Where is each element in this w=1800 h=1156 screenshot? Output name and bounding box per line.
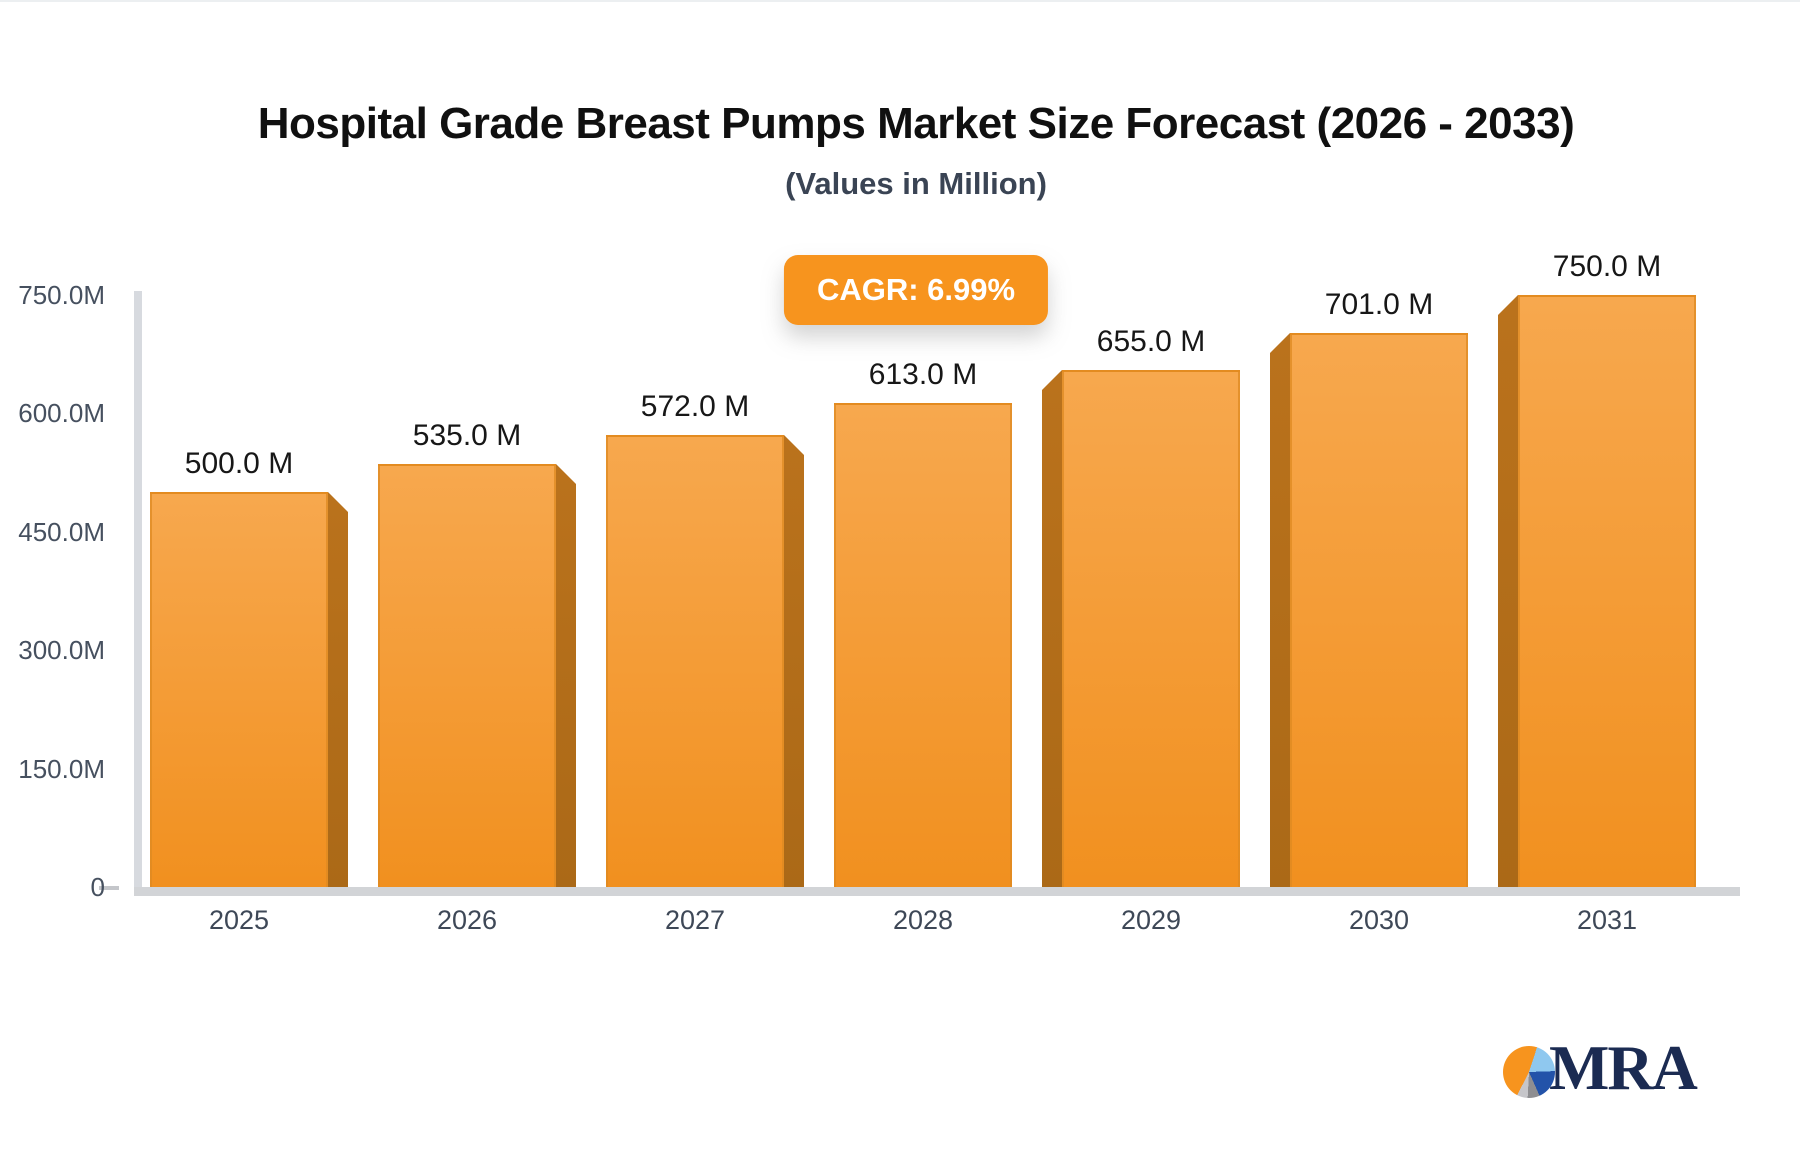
bar-2027 [606, 435, 784, 887]
y-axis-label: 300.0M [18, 635, 105, 665]
bar-value-label-2029: 655.0 M [1096, 325, 1206, 358]
bar-2029 [1062, 370, 1240, 887]
bar-side-face-2031 [1498, 295, 1518, 887]
x-axis-label-2025: 2025 [208, 905, 270, 935]
x-axis-label-2029: 2029 [1120, 905, 1182, 935]
logo-text: MRA [1549, 1032, 1698, 1103]
x-axis-label-2027: 2027 [664, 905, 726, 935]
x-axis-label-2028: 2028 [892, 905, 954, 935]
chart-subtitle: (Values in Million) [785, 166, 1047, 201]
zero-tick-mark [99, 886, 119, 890]
bar-side-face-2027 [784, 435, 804, 887]
bar-2028 [834, 403, 1012, 887]
bar-2025 [150, 492, 328, 887]
bar-side-face-2030 [1270, 333, 1290, 887]
chart-title: Hospital Grade Breast Pumps Market Size … [257, 99, 1575, 148]
x-axis-label-2026: 2026 [436, 905, 498, 935]
pie-chart-icon [1503, 1046, 1555, 1098]
x-axis-line [134, 887, 1740, 896]
bar-value-label-2030: 701.0 M [1324, 288, 1434, 321]
y-axis-label: 450.0M [18, 516, 105, 547]
cagr-badge: CAGR: 6.99% [783, 255, 1049, 325]
y-axis-label: 750.0M [18, 279, 105, 310]
x-axis-label-2030: 2030 [1348, 905, 1410, 935]
y-axis-label: 0 [90, 872, 105, 902]
bar-value-label-2026: 535.0 M [412, 419, 522, 452]
bar-side-face-2026 [556, 464, 576, 887]
bar-value-label-2027: 572.0 M [640, 390, 750, 423]
y-axis-label: 150.0M [18, 753, 105, 784]
bar-side-face-2029 [1042, 370, 1062, 887]
y-axis-label: 600.0M [18, 398, 105, 428]
bar-value-label-2025: 500.0 M [184, 447, 294, 480]
y-axis-line [134, 291, 142, 896]
bar-value-label-2028: 613.0 M [868, 358, 978, 391]
bar-side-face-2025 [328, 492, 348, 887]
bar-value-label-2031: 750.0 M [1552, 250, 1662, 283]
bar-2026 [378, 464, 556, 887]
bar-2030 [1290, 333, 1468, 887]
x-axis-label-2031: 2031 [1576, 905, 1638, 935]
bar-2031 [1518, 295, 1696, 887]
